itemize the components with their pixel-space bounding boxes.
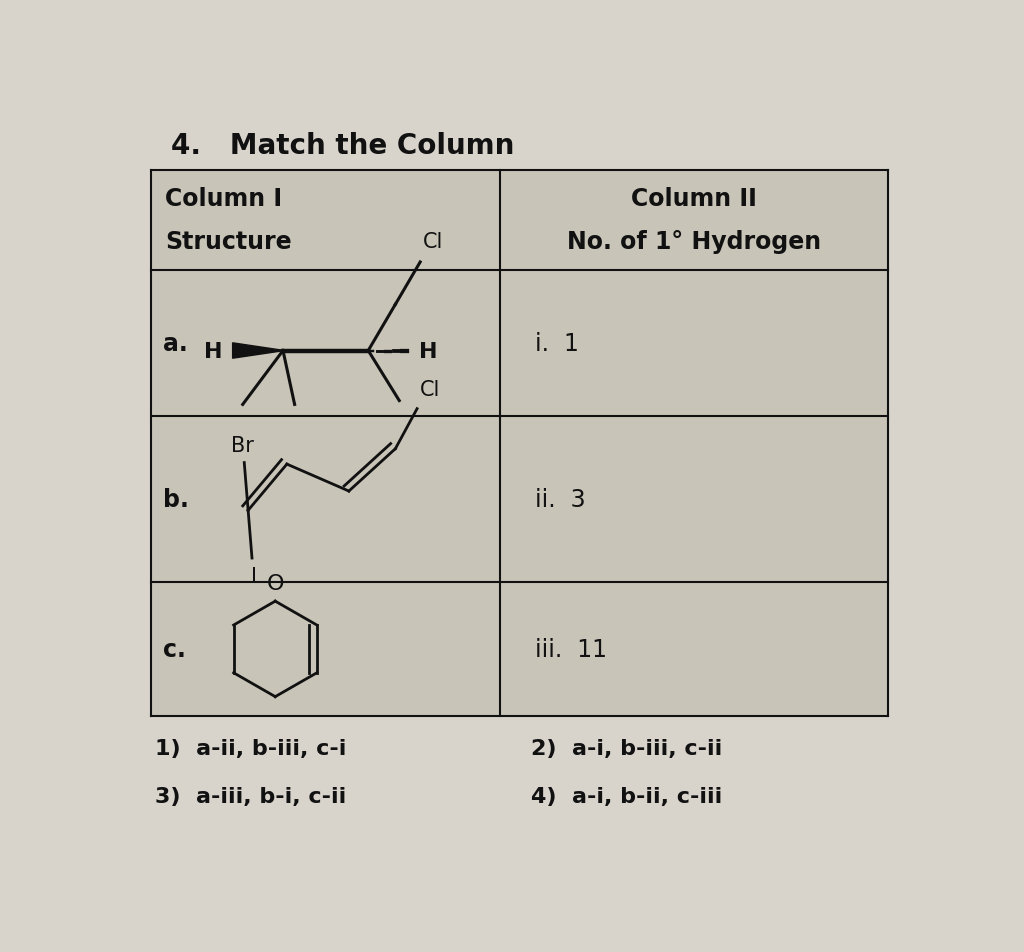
Text: I: I	[251, 566, 257, 586]
Text: Cl: Cl	[420, 380, 439, 400]
Text: Br: Br	[231, 435, 254, 455]
Text: b.: b.	[163, 487, 188, 511]
Text: 4.   Match the Column: 4. Match the Column	[171, 132, 514, 160]
Text: Column I: Column I	[165, 187, 283, 210]
Text: a.: a.	[163, 331, 187, 355]
Text: 1)  a-ii, b-iii, c-i: 1) a-ii, b-iii, c-i	[155, 738, 346, 758]
Text: Cl: Cl	[423, 232, 443, 252]
Text: Column II: Column II	[631, 187, 757, 210]
Text: ii.  3: ii. 3	[535, 487, 586, 511]
Text: 2)  a-i, b-iii, c-ii: 2) a-i, b-iii, c-ii	[531, 738, 722, 758]
Text: H: H	[419, 341, 437, 361]
Text: c.: c.	[163, 637, 185, 662]
Text: 3)  a-iii, b-i, c-ii: 3) a-iii, b-i, c-ii	[155, 785, 346, 805]
Text: iii.  11: iii. 11	[535, 637, 607, 662]
Text: 4)  a-i, b-ii, c-iii: 4) a-i, b-ii, c-iii	[531, 785, 722, 805]
Text: No. of 1° Hydrogen: No. of 1° Hydrogen	[566, 230, 821, 254]
Text: i.  1: i. 1	[535, 331, 579, 355]
Polygon shape	[152, 170, 888, 717]
Text: Structure: Structure	[165, 230, 292, 254]
Text: H: H	[204, 341, 222, 361]
Text: O: O	[266, 574, 284, 594]
Polygon shape	[232, 344, 285, 359]
